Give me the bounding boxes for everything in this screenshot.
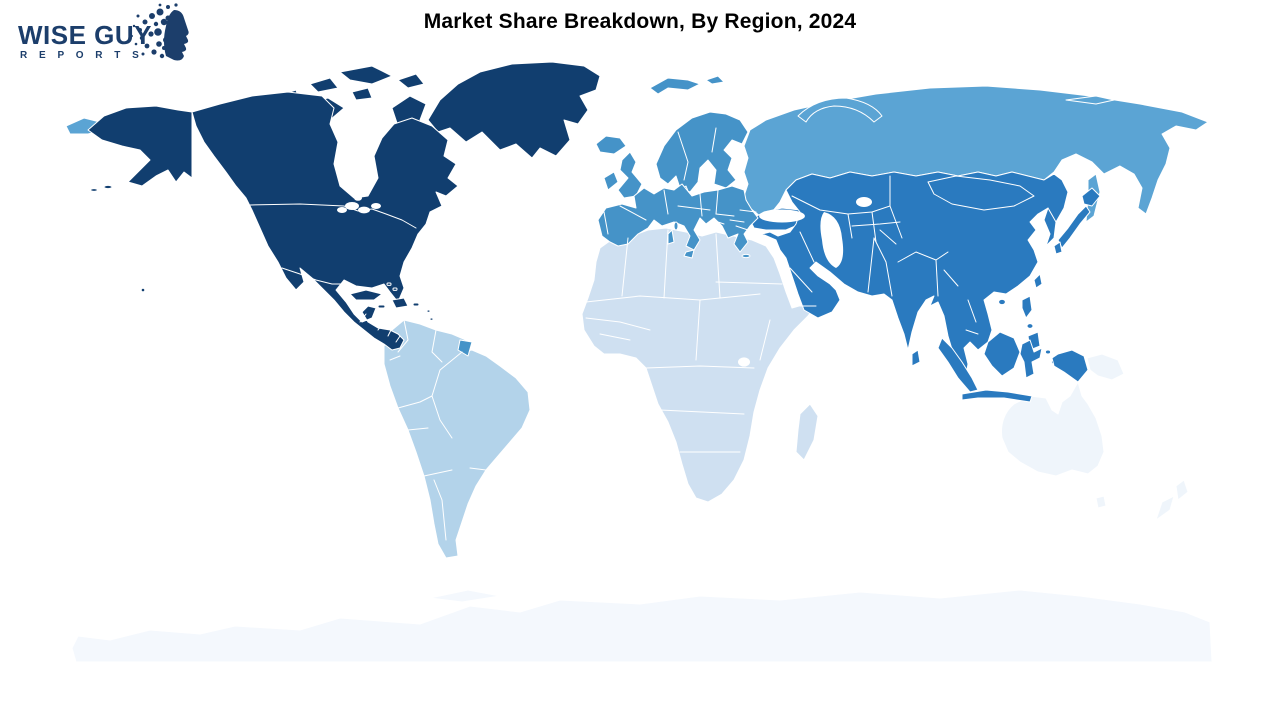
brand-wordmark: WISE GUY [18, 20, 152, 50]
brand-subtext: R E P O R T S [20, 50, 143, 61]
country-borders [249, 127, 1057, 541]
brand-logo: WISE GUY R E P O R T S [12, 2, 197, 66]
head-profile-icon [131, 3, 189, 61]
region-oceania [1001, 353, 1189, 521]
page-title: Market Share Breakdown, By Region, 2024 [423, 10, 857, 33]
region-antarctica [71, 589, 1213, 663]
inland-water [337, 195, 872, 367]
brand-logo-svg: WISE GUY R E P O R T S [18, 3, 189, 61]
region-asia [749, 171, 1101, 403]
region-russia-cis [65, 85, 1209, 223]
region-north-america [87, 61, 601, 351]
region-europe [457, 75, 759, 357]
